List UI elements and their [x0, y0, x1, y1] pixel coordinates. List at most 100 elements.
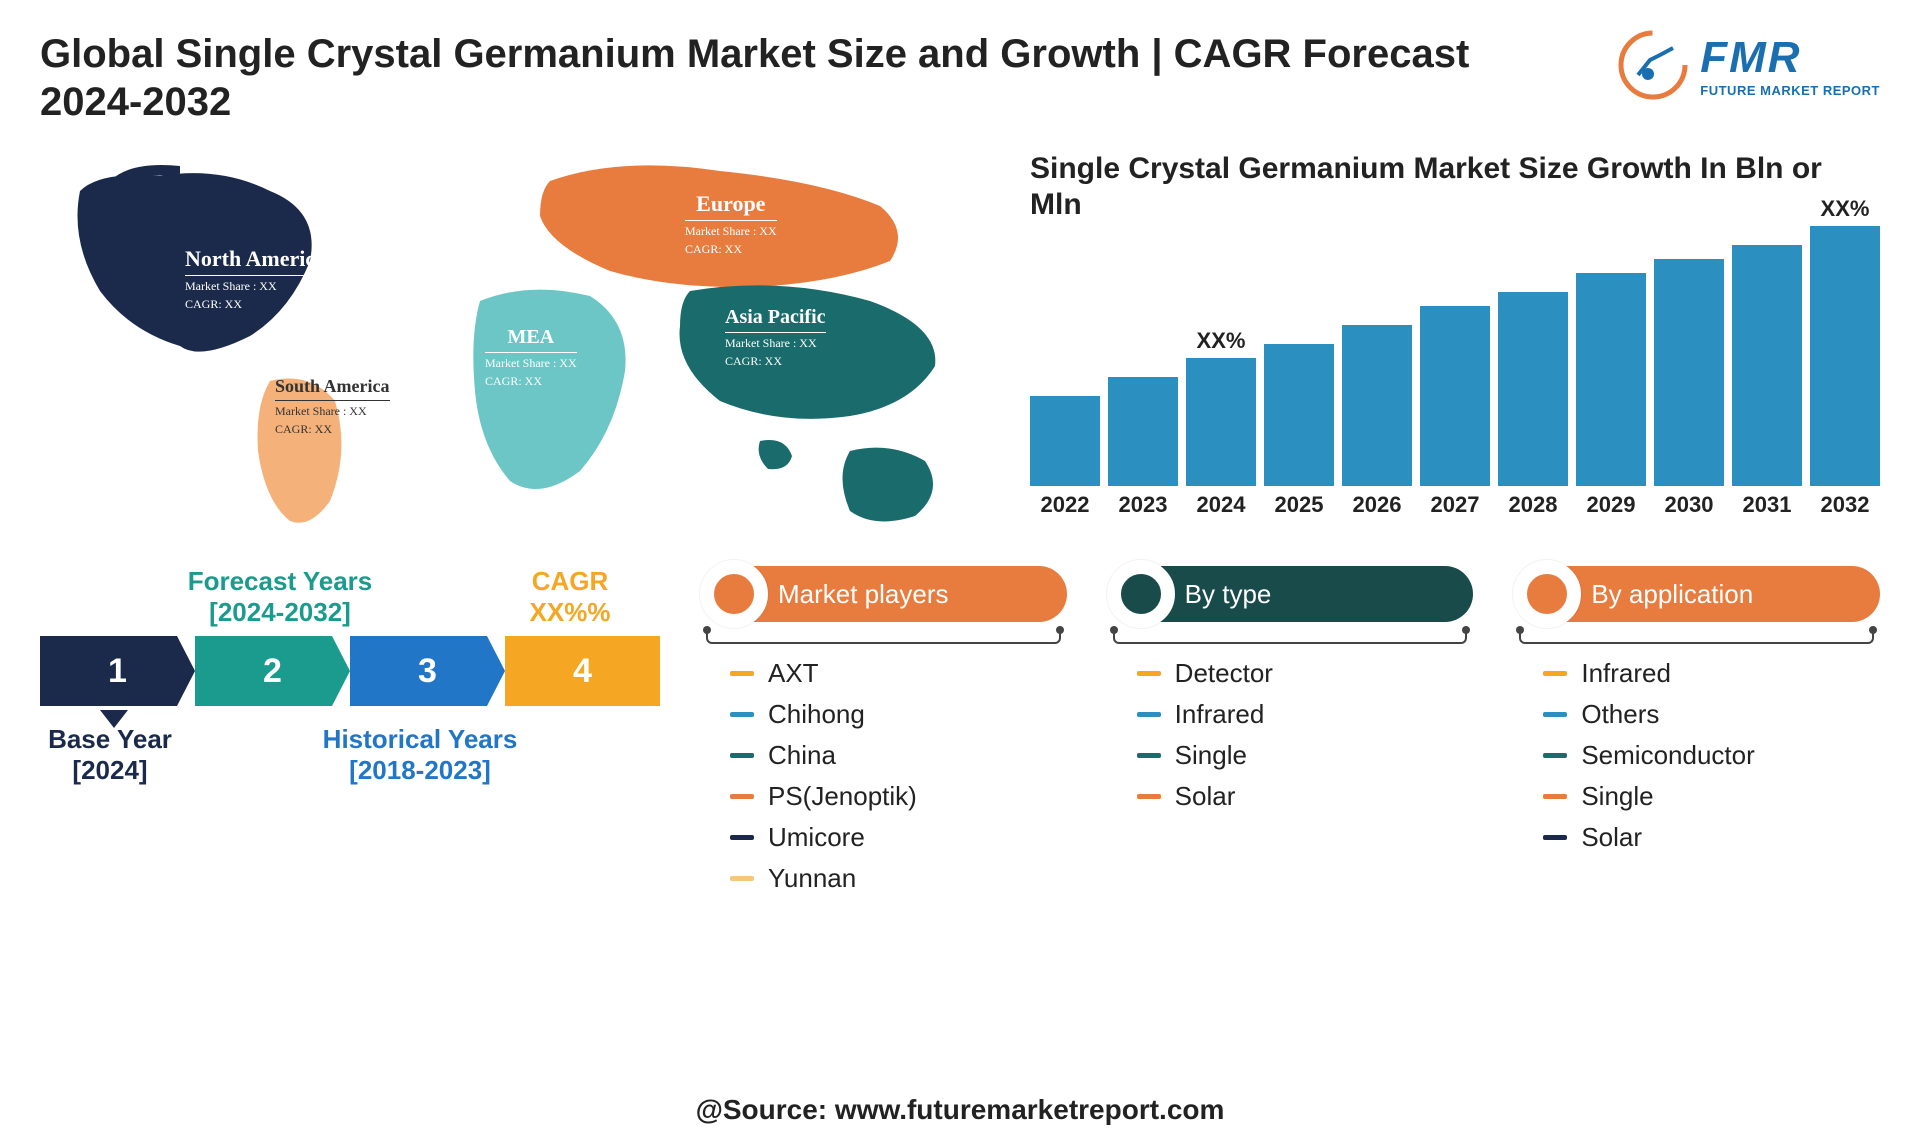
cagr-label: CAGR XX%%: [510, 566, 630, 628]
bar: [1498, 292, 1568, 486]
list-item-label: Others: [1581, 699, 1659, 730]
bar-col: 2031: [1732, 245, 1802, 518]
category-header: Market players: [700, 566, 1067, 622]
bar: [1732, 245, 1802, 486]
category-title: By type: [1185, 579, 1272, 610]
region-share: Market Share : XX: [275, 400, 390, 419]
list-item: Infrared: [1137, 699, 1464, 730]
region-name: South America: [275, 376, 390, 397]
market-players-block: Market playersAXTChihongChinaPS(Jenoptik…: [700, 566, 1067, 904]
bar-year-label: 2023: [1119, 492, 1168, 518]
bar: [1108, 377, 1178, 486]
circle-icon: [1513, 560, 1581, 628]
hist-label: Historical Years [2018-2023]: [310, 724, 530, 786]
list-item-label: China: [768, 740, 836, 771]
base-label: Base Year [2024]: [30, 724, 190, 786]
region-south-america: South America Market Share : XX CAGR: XX: [275, 376, 390, 437]
bracket-icon: [706, 630, 1061, 644]
forecast-range: [2024-2032]: [209, 597, 351, 627]
region-asia-pacific: Asia Pacific Market Share : XX CAGR: XX: [725, 306, 826, 369]
region-cagr: CAGR: XX: [485, 374, 577, 389]
tick-icon: [1543, 712, 1567, 717]
bar: [1030, 396, 1100, 486]
cagr-text: CAGR: [532, 566, 609, 596]
list-item-label: Infrared: [1175, 699, 1265, 730]
bar-col: 2024XX%: [1186, 358, 1256, 518]
header: Global Single Crystal Germanium Market S…: [40, 30, 1880, 126]
hist-text: Historical Years: [323, 724, 518, 754]
tick-icon: [730, 671, 754, 676]
list-item-label: Umicore: [768, 822, 865, 853]
logo: FMR FUTURE MARKET REPORT: [1618, 30, 1880, 100]
list-item: Single: [1543, 781, 1870, 812]
list-item-label: Yunnan: [768, 863, 856, 894]
bars-row: 202220232024XX%2025202620272028202920302…: [1030, 238, 1880, 518]
tick-icon: [1137, 712, 1161, 717]
list-item: Solar: [1137, 781, 1464, 812]
list-item-label: Infrared: [1581, 658, 1671, 689]
logo-icon: [1618, 30, 1688, 100]
timeline-seg-2: 2: [195, 636, 350, 706]
bar-col: 2023: [1108, 377, 1178, 518]
list-item: Solar: [1543, 822, 1870, 853]
bracket-icon: [1519, 630, 1874, 644]
by-type-block: By typeDetectorInfraredSingleSolar: [1107, 566, 1474, 822]
region-name: North America: [185, 246, 326, 272]
tick-icon: [730, 835, 754, 840]
list-item: Yunnan: [730, 863, 1057, 894]
bar: [1186, 358, 1256, 486]
bar-annotation: XX%: [1821, 196, 1870, 222]
bar-annotation: XX%: [1197, 328, 1246, 354]
list-item-label: Solar: [1581, 822, 1642, 853]
category-title: By application: [1591, 579, 1753, 610]
region-mea: MEA Market Share : XX CAGR: XX: [485, 326, 577, 389]
bar: [1654, 259, 1724, 486]
bar: [1264, 344, 1334, 486]
region-cagr: CAGR: XX: [725, 354, 826, 369]
tick-icon: [730, 753, 754, 758]
bar-year-label: 2029: [1587, 492, 1636, 518]
list-item: Others: [1543, 699, 1870, 730]
bar-col: 2025: [1264, 344, 1334, 518]
bar-col: 2032XX%: [1810, 226, 1880, 518]
category-header: By type: [1107, 566, 1474, 622]
bar-year-label: 2027: [1431, 492, 1480, 518]
by-application-block: By application Infrared Others Semiconducto…: [1513, 566, 1880, 863]
bar: [1810, 226, 1880, 486]
bar-year-label: 2025: [1275, 492, 1324, 518]
list-item-label: Semiconductor: [1581, 740, 1754, 771]
bar-year-label: 2022: [1041, 492, 1090, 518]
region-cagr: CAGR: XX: [685, 242, 777, 257]
base-text: Base Year: [48, 724, 172, 754]
list-item: China: [730, 740, 1057, 771]
list-item: PS(Jenoptik): [730, 781, 1057, 812]
tick-icon: [730, 712, 754, 717]
chart-title: Single Crystal Germanium Market Size Gro…: [1030, 151, 1880, 223]
timeline-seg-1: 1: [40, 636, 195, 706]
list-item: Chihong: [730, 699, 1057, 730]
tick-icon: [1137, 794, 1161, 799]
bar-col: 2022: [1030, 396, 1100, 518]
bar-year-label: 2028: [1509, 492, 1558, 518]
category-list: AXTChihongChinaPS(Jenoptik)UmicoreYunnan: [700, 658, 1067, 894]
logo-abbr: FMR: [1700, 33, 1801, 83]
category-title: Market players: [778, 579, 949, 610]
tick-icon: [1543, 835, 1567, 840]
region-name: Asia Pacific: [725, 306, 826, 329]
base-range: [2024]: [72, 755, 147, 785]
tick-icon: [1543, 794, 1567, 799]
list-item-label: Solar: [1175, 781, 1236, 812]
region-share: Market Share : XX: [685, 220, 777, 239]
timeline-bar: 1 2 3 4: [40, 636, 660, 706]
region-share: Market Share : XX: [725, 332, 826, 351]
tick-icon: [1137, 671, 1161, 676]
circle-icon: [1107, 560, 1175, 628]
tick-icon: [730, 794, 754, 799]
tick-icon: [730, 876, 754, 881]
category-header: By application: [1513, 566, 1880, 622]
bar: [1576, 273, 1646, 486]
world-map: North America Market Share : XX CAGR: XX…: [40, 151, 1000, 531]
region-cagr: CAGR: XX: [275, 422, 390, 437]
tick-icon: [1137, 753, 1161, 758]
hist-range: [2018-2023]: [349, 755, 491, 785]
